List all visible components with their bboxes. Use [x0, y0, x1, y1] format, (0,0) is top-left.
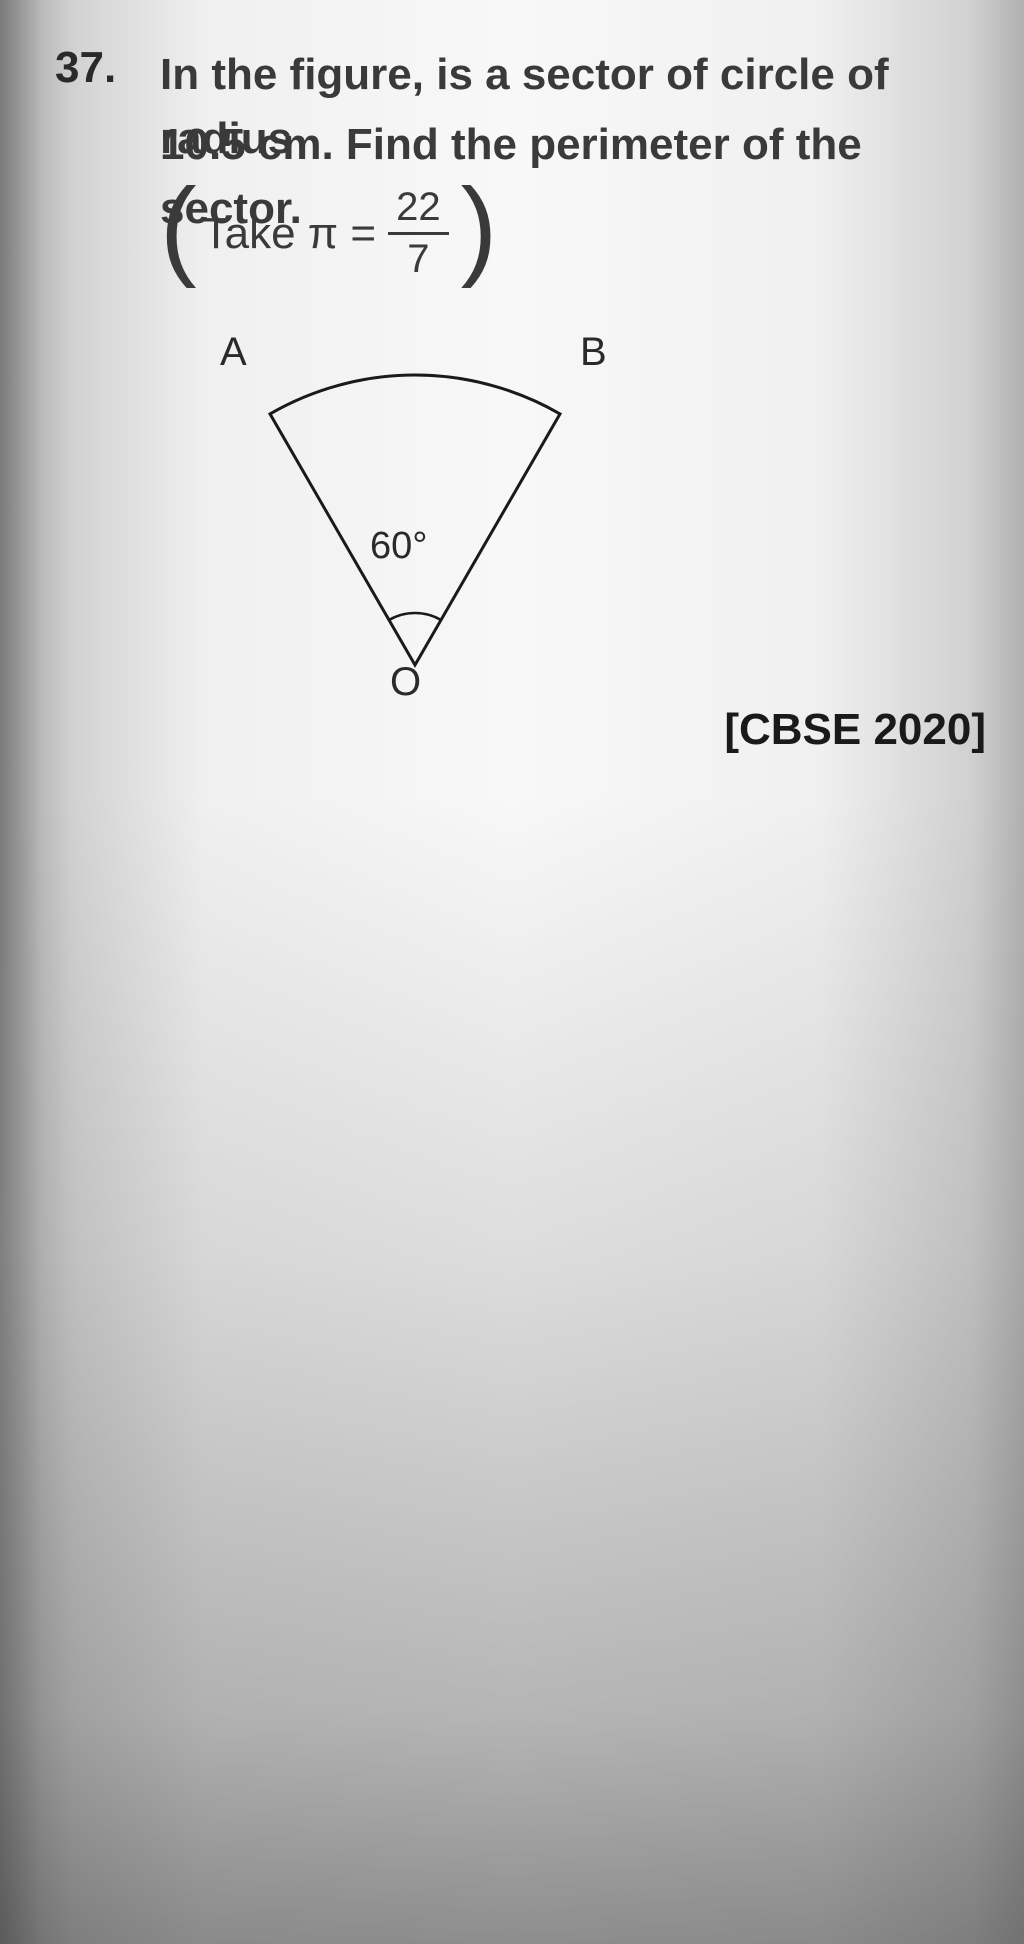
label-b: B — [580, 330, 607, 375]
close-paren: ) — [461, 195, 498, 261]
bottom-shadow — [0, 794, 1024, 1944]
label-angle: 60° — [370, 525, 427, 568]
source-tag: [CBSE 2020] — [724, 705, 986, 755]
sector-outline — [270, 375, 560, 665]
take-pi-expression: ( Take π = 22 7 ) — [160, 185, 497, 282]
page: 37. In the figure, is a sector of circle… — [0, 0, 1024, 1944]
angle-arc — [389, 613, 441, 620]
question-number: 37. — [55, 43, 116, 93]
pi-denominator: 7 — [407, 235, 429, 282]
label-a: A — [220, 330, 247, 375]
pi-fraction: 22 7 — [388, 185, 449, 282]
label-o: O — [390, 660, 421, 705]
take-pi-prefix: Take π = — [203, 209, 376, 259]
sector-figure — [245, 345, 585, 695]
pi-numerator: 22 — [388, 185, 449, 235]
open-paren: ( — [160, 195, 197, 261]
